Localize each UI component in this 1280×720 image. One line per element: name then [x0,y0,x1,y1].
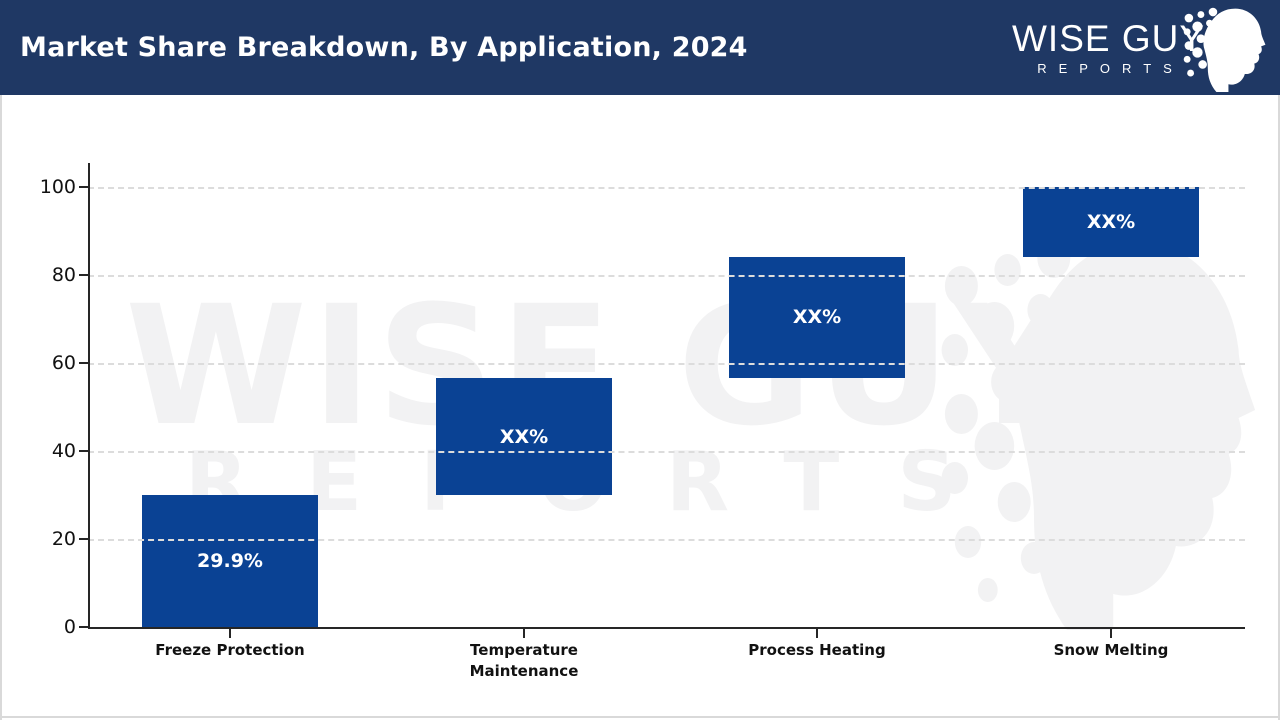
x-category-label: Temperature Maintenance [469,641,579,680]
bar-process-heating: XX% [729,256,905,378]
figure-border-right [1278,95,1280,720]
gridline-100 [88,187,1245,189]
x-tick-mark [523,629,525,638]
y-tick-label: 0 [63,616,76,638]
y-tick-label: 80 [51,264,76,286]
y-tick-mark [79,362,88,364]
bar-value-label: XX% [1086,210,1136,233]
gridline-20 [88,539,1245,541]
chart-title: Market Share Breakdown, By Application, … [20,32,748,63]
x-tick-mark [1110,629,1112,638]
x-axis-line [88,627,1245,629]
bar-value-label: XX% [499,425,549,448]
header-bar: Market Share Breakdown, By Application, … [0,0,1280,95]
brand-logo-line1: WISE GUY [1012,18,1206,59]
brand-logo: WISE GUY REPORTS [1012,7,1266,92]
brand-logo-line2: REPORTS [1037,61,1184,76]
bar-value-label: XX% [792,306,842,329]
figure-border-bottom [0,716,1280,718]
brand-dotted-head-icon [1183,7,1266,92]
bar-value-label: 29.9% [197,550,263,573]
y-tick-label: 100 [39,176,76,198]
y-tick-mark [79,186,88,188]
x-tick-mark [816,629,818,638]
x-category-label: Snow Melting [1053,641,1169,659]
y-tick-mark [79,274,88,276]
gridline-60 [88,363,1245,365]
bar-temperature-maintenance: XX% [436,377,612,496]
bar-snow-melting: XX% [1023,187,1199,257]
x-tick-mark [229,629,231,638]
y-tick-mark [79,450,88,452]
y-tick-label: 40 [51,440,76,462]
figure-border-left [0,95,2,720]
bar-freeze-protection: 29.9% [142,495,318,627]
y-axis-line [88,163,90,629]
watermark-dotted-head-icon [941,238,1256,630]
gridline-80 [88,275,1245,277]
gridline-40 [88,451,1245,453]
y-tick-mark [79,538,88,540]
y-tick-label: 60 [51,352,76,374]
y-tick-mark [79,626,88,628]
x-category-label: Process Heating [748,641,886,659]
y-tick-label: 20 [51,528,76,550]
x-category-label: Freeze Protection [155,641,305,659]
brand-logo-text: WISE GUY REPORTS [1012,20,1205,76]
